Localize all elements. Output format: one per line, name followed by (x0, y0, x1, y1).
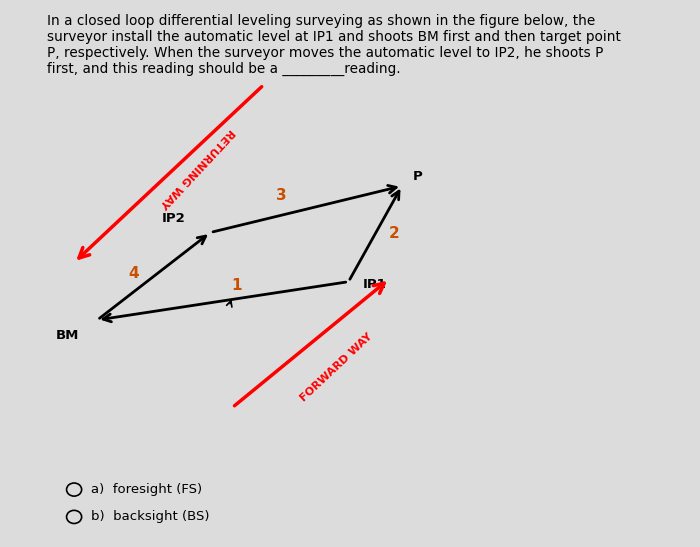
Text: 4: 4 (128, 266, 139, 281)
Text: IP2: IP2 (162, 212, 186, 225)
Text: RETURNING WAY: RETURNING WAY (158, 127, 237, 210)
Text: 1: 1 (232, 278, 242, 293)
Text: b)  backsight (BS): b) backsight (BS) (91, 510, 209, 523)
Text: BM: BM (55, 329, 79, 342)
Text: IP1: IP1 (363, 278, 387, 291)
Text: In a closed loop differential leveling surveying as shown in the figure below, t: In a closed loop differential leveling s… (47, 14, 621, 77)
Text: FORWARD WAY: FORWARD WAY (298, 332, 374, 404)
Text: 2: 2 (389, 226, 400, 241)
Text: a)  foresight (FS): a) foresight (FS) (91, 483, 202, 496)
Text: P: P (413, 170, 423, 183)
Text: 3: 3 (276, 188, 286, 203)
